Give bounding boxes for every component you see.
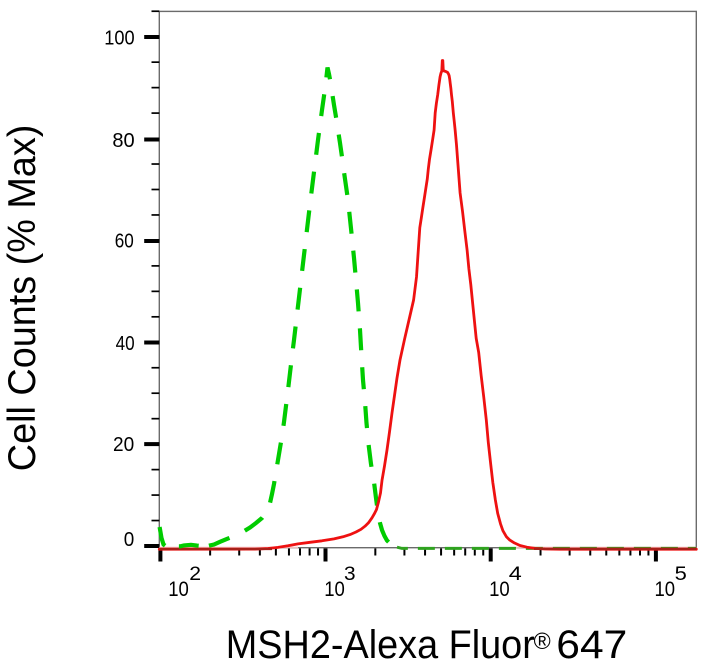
svg-text:0: 0 (124, 528, 135, 551)
svg-text:10: 10 (489, 577, 510, 601)
svg-text:®: ® (534, 628, 551, 654)
svg-text:647: 647 (556, 622, 627, 665)
svg-text:10: 10 (655, 577, 676, 601)
svg-text:40: 40 (116, 332, 135, 355)
svg-text:3: 3 (344, 563, 356, 585)
svg-text:2: 2 (189, 563, 201, 585)
svg-text:100: 100 (104, 27, 134, 50)
svg-text:10: 10 (324, 577, 345, 601)
svg-text:5: 5 (675, 563, 687, 585)
svg-text:MSH2-Alexa Fluor: MSH2-Alexa Fluor (226, 622, 535, 665)
svg-text:4: 4 (509, 563, 522, 585)
svg-text:20: 20 (113, 433, 134, 456)
svg-text:80: 80 (112, 129, 134, 152)
svg-text:Cell Counts (% Max): Cell Counts (% Max) (1, 125, 44, 472)
svg-text:10: 10 (168, 577, 189, 601)
svg-text:60: 60 (115, 230, 134, 253)
